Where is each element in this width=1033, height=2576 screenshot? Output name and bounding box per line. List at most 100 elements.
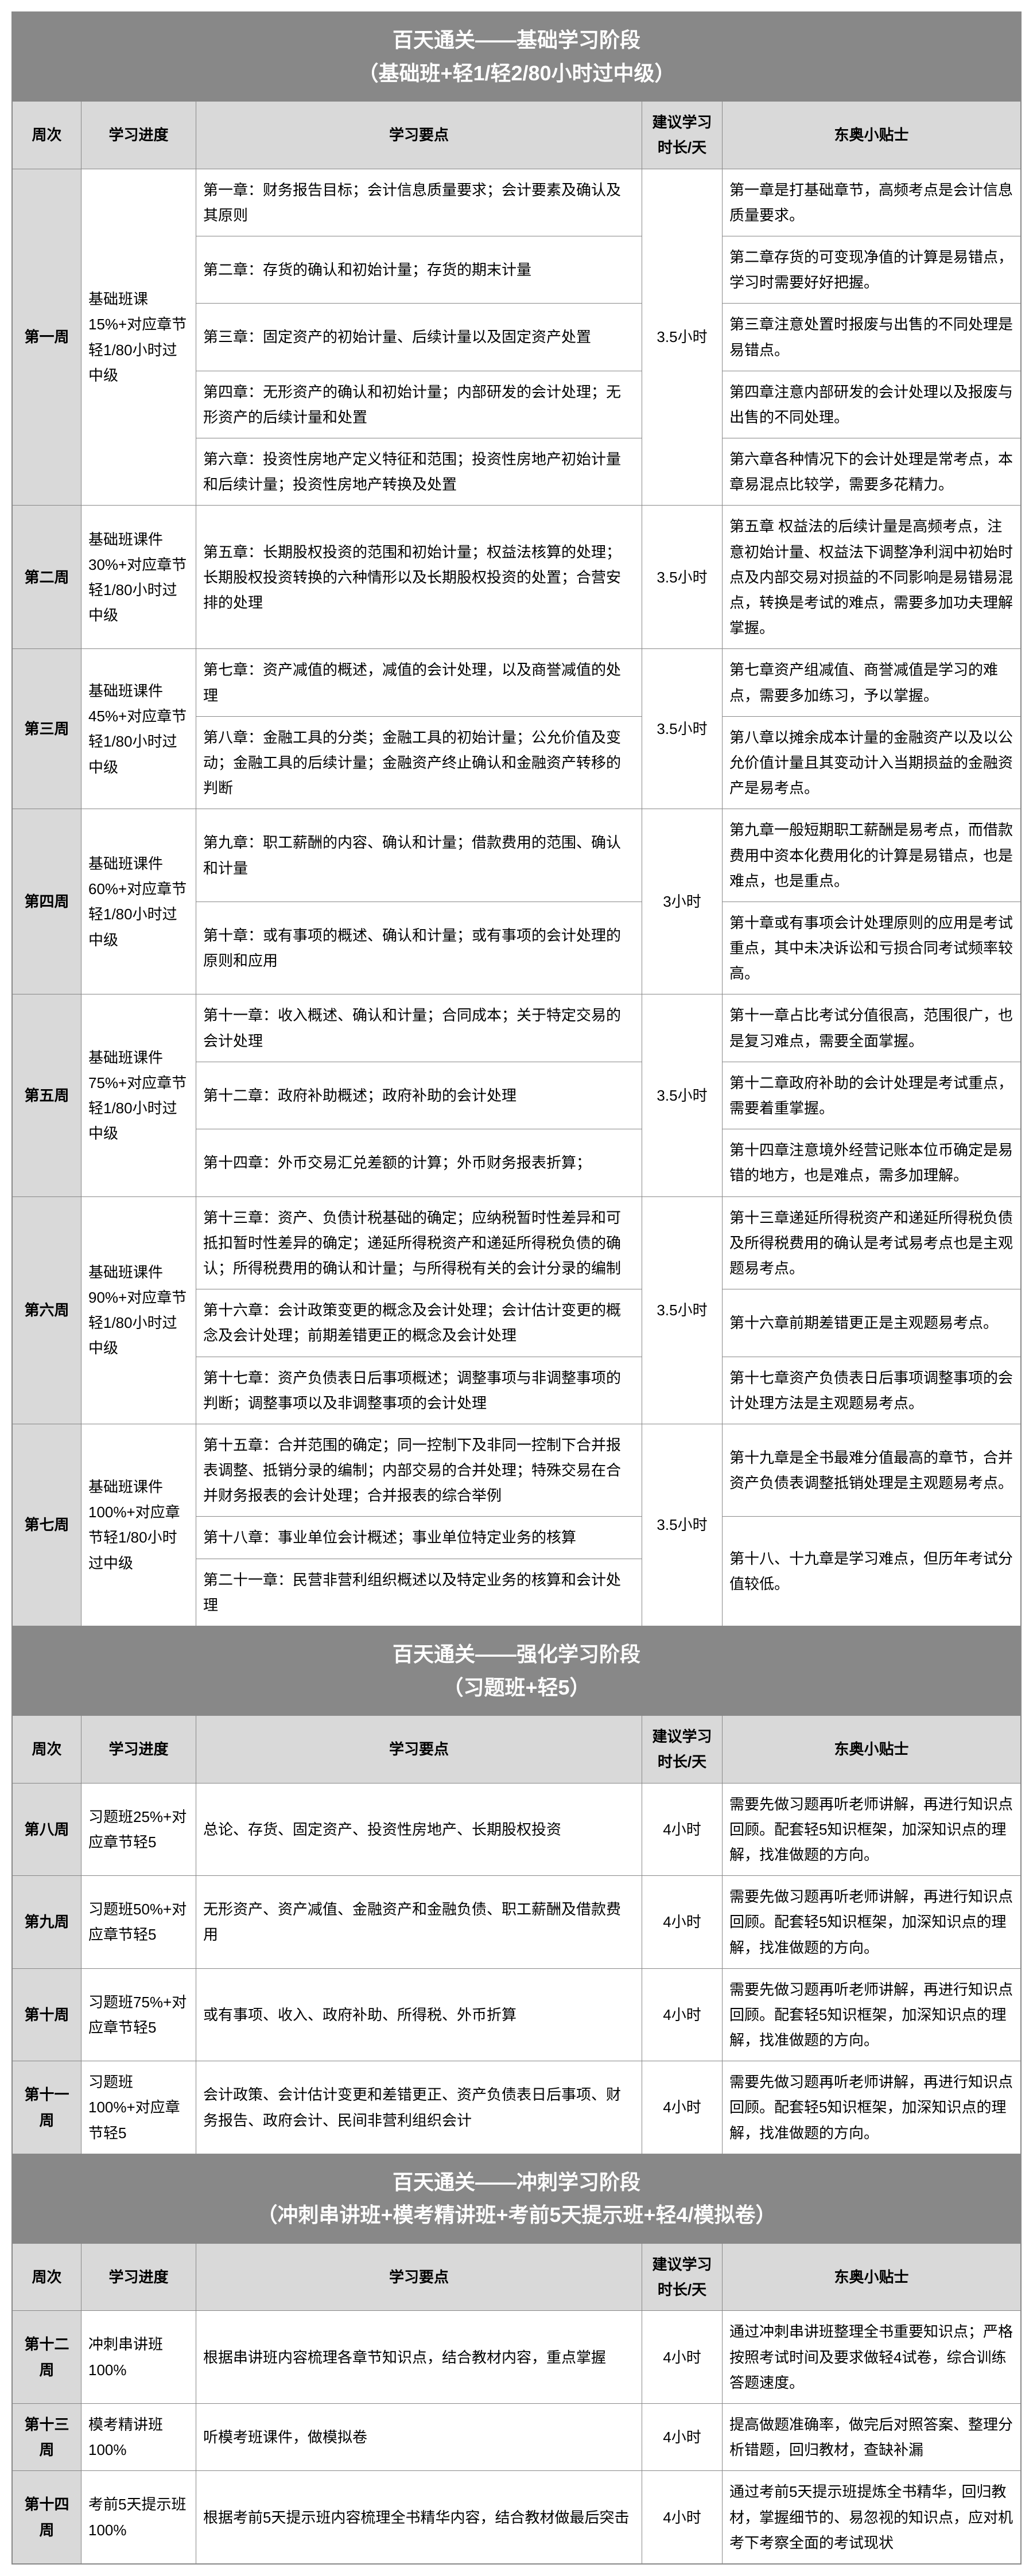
- progress-cell: 冲刺串讲班100%: [81, 2311, 196, 2404]
- section-title-line2: （冲刺串讲班+模考精讲班+考前5天提示班+轻4/模拟卷）: [18, 2198, 1015, 2232]
- hours-cell: 4小时: [642, 2311, 723, 2404]
- col-header-hours: 建议学习时长/天: [642, 102, 723, 169]
- progress-cell: 习题班100%+对应章节轻5: [81, 2061, 196, 2154]
- tips-cell: 第八章以摊余成本计量的金融资产以及以公允价值计量且其变动计入当期损益的金融资产是…: [723, 716, 1021, 809]
- col-header-week: 周次: [13, 2244, 81, 2311]
- col-header-progress: 学习进度: [81, 2244, 196, 2311]
- points-cell: 第十八章：事业单位会计概述；事业单位特定业务的核算: [196, 1517, 642, 1559]
- table-row: 第十周习题班75%+对应章节轻5或有事项、收入、政府补助、所得税、外币折算4小时…: [13, 1968, 1021, 2061]
- points-cell: 根据考前5天提示班内容梳理全书精华内容，结合教材做最后突击: [196, 2471, 642, 2564]
- points-cell: 第十一章：收入概述、确认和计量；合同成本；关于特定交易的会计处理: [196, 994, 642, 1062]
- table-row: 第二周基础班课件30%+对应章节轻1/80小时过中级第五章：长期股权投资的范围和…: [13, 506, 1021, 649]
- hours-cell: 4小时: [642, 2061, 723, 2154]
- hours-cell: 3.5小时: [642, 169, 723, 506]
- progress-cell: 基础班课件75%+对应章节轻1/80小时过中级: [81, 994, 196, 1196]
- col-header-tips: 东奥小贴士: [723, 1716, 1021, 1783]
- points-cell: 第七章：资产减值的概述，减值的会计处理，以及商誉减值的处理: [196, 649, 642, 716]
- table-row: 第十一周习题班100%+对应章节轻5会计政策、会计估计变更和差错更正、资产负债表…: [13, 2061, 1021, 2154]
- week-cell: 第十四周: [13, 2471, 81, 2564]
- table-row: 第十三周模考精讲班100%听模考班课件，做模拟卷4小时提高做题准确率，做完后对照…: [13, 2403, 1021, 2470]
- table-row: 第十四周考前5天提示班100%根据考前5天提示班内容梳理全书精华内容，结合教材做…: [13, 2471, 1021, 2564]
- hours-cell: 4小时: [642, 1968, 723, 2061]
- tips-cell: 提高做题准确率，做完后对照答案、整理分析错题，回归教材，查缺补漏: [723, 2403, 1021, 2470]
- points-cell: 第九章：职工薪酬的内容、确认和计量；借款费用的范围、确认和计量: [196, 809, 642, 902]
- progress-cell: 基础班课件60%+对应章节轻1/80小时过中级: [81, 809, 196, 994]
- tips-cell: 第六章各种情况下的会计处理是常考点，本章易混点比较学，需要多花精力。: [723, 438, 1021, 506]
- table-row: 第四周基础班课件60%+对应章节轻1/80小时过中级第九章：职工薪酬的内容、确认…: [13, 809, 1021, 902]
- progress-cell: 基础班课件90%+对应章节轻1/80小时过中级: [81, 1196, 196, 1424]
- hours-cell: 4小时: [642, 2471, 723, 2564]
- week-cell: 第六周: [13, 1196, 81, 1424]
- col-header-week: 周次: [13, 102, 81, 169]
- progress-cell: 基础班课15%+对应章节轻1/80小时过中级: [81, 169, 196, 506]
- tips-cell: 第十六章前期差错更正是主观题易考点。: [723, 1289, 1021, 1357]
- points-cell: 根据串讲班内容梳理各章节知识点，结合教材内容，重点掌握: [196, 2311, 642, 2404]
- col-header-progress: 学习进度: [81, 102, 196, 169]
- points-cell: 第六章：投资性房地产定义特征和范围；投资性房地产初始计量和后续计量；投资性房地产…: [196, 438, 642, 506]
- col-header-tips: 东奥小贴士: [723, 102, 1021, 169]
- points-cell: 无形资产、资产减值、金融资产和金融负债、职工薪酬及借款费用: [196, 1876, 642, 1969]
- hours-cell: 3.5小时: [642, 649, 723, 809]
- study-plan-container: 百天通关——基础学习阶段（基础班+轻1/轻2/80小时过中级）周次学习进度学习要…: [11, 11, 1022, 2565]
- week-cell: 第三周: [13, 649, 81, 809]
- points-cell: 第十七章：资产负债表日后事项概述；调整事项与非调整事项的判断；调整事项以及非调整…: [196, 1357, 642, 1424]
- section-header: 百天通关——基础学习阶段（基础班+轻1/轻2/80小时过中级）: [12, 12, 1021, 101]
- points-cell: 第十四章：外币交易汇兑差额的计算；外币财务报表折算；: [196, 1129, 642, 1196]
- week-cell: 第八周: [13, 1783, 81, 1876]
- points-cell: 第三章：固定资产的初始计量、后续计量以及固定资产处置: [196, 304, 642, 371]
- points-cell: 第五章：长期股权投资的范围和初始计量；权益法核算的处理；长期股权投资转换的六种情…: [196, 506, 642, 649]
- points-cell: 第二章：存货的确认和初始计量；存货的期末计量: [196, 236, 642, 303]
- week-cell: 第二周: [13, 506, 81, 649]
- hours-cell: 3.5小时: [642, 994, 723, 1196]
- tips-cell: 第四章注意内部研发的会计处理以及报废与出售的不同处理。: [723, 371, 1021, 438]
- schedule-table: 周次学习进度学习要点建议学习时长/天东奥小贴士第八周习题班25%+对应章节轻5总…: [12, 1715, 1021, 2154]
- progress-cell: 考前5天提示班100%: [81, 2471, 196, 2564]
- table-row: 第九周习题班50%+对应章节轻5无形资产、资产减值、金融资产和金融负债、职工薪酬…: [13, 1876, 1021, 1969]
- col-header-week: 周次: [13, 1716, 81, 1783]
- tips-cell: 第十章或有事项会计处理原则的应用是考试重点，其中未决诉讼和亏损合同考试频率较高。: [723, 902, 1021, 994]
- tips-cell: 第五章 权益法的后续计量是高频考点，注意初始计量、权益法下调整净利润中初始时点及…: [723, 506, 1021, 649]
- table-row: 第三周基础班课件45%+对应章节轻1/80小时过中级第七章：资产减值的概述，减值…: [13, 649, 1021, 716]
- week-cell: 第四周: [13, 809, 81, 994]
- progress-cell: 基础班课件100%+对应章节轻1/80小时过中级: [81, 1424, 196, 1626]
- tips-cell: 需要先做习题再听老师讲解，再进行知识点回顾。配套轻5知识框架，加深知识点的理解，…: [723, 1783, 1021, 1876]
- schedule-table: 周次学习进度学习要点建议学习时长/天东奥小贴士第十二周冲刺串讲班100%根据串讲…: [12, 2243, 1021, 2564]
- schedule-table: 周次学习进度学习要点建议学习时长/天东奥小贴士第一周基础班课15%+对应章节轻1…: [12, 101, 1021, 1626]
- points-cell: 第十章：或有事项的概述、确认和计量；或有事项的会计处理的原则和应用: [196, 902, 642, 994]
- tips-cell: 第二章存货的可变现净值的计算是易错点，学习时需要好好把握。: [723, 236, 1021, 303]
- points-cell: 听模考班课件，做模拟卷: [196, 2403, 642, 2470]
- col-header-points: 学习要点: [196, 1716, 642, 1783]
- progress-cell: 基础班课件45%+对应章节轻1/80小时过中级: [81, 649, 196, 809]
- tips-cell: 第九章一般短期职工薪酬是易考点，而借款费用中资本化费用化的计算是易错点，也是难点…: [723, 809, 1021, 902]
- col-header-tips: 东奥小贴士: [723, 2244, 1021, 2311]
- tips-cell: 第十四章注意境外经营记账本位币确定是易错的地方，也是难点，需多加理解。: [723, 1129, 1021, 1196]
- tips-cell: 通过考前5天提示班提炼全书精华，回归教材，掌握细节的、易忽视的知识点，应对机考下…: [723, 2471, 1021, 2564]
- col-header-points: 学习要点: [196, 2244, 642, 2311]
- points-cell: 第十二章：政府补助概述；政府补助的会计处理: [196, 1062, 642, 1129]
- col-header-progress: 学习进度: [81, 1716, 196, 1783]
- table-row: 第一周基础班课15%+对应章节轻1/80小时过中级第一章：财务报告目标；会计信息…: [13, 169, 1021, 236]
- tips-cell: 需要先做习题再听老师讲解，再进行知识点回顾。配套轻5知识框架，加深知识点的理解，…: [723, 2061, 1021, 2154]
- tips-cell: 第十二章政府补助的会计处理是考试重点，需要着重掌握。: [723, 1062, 1021, 1129]
- week-cell: 第五周: [13, 994, 81, 1196]
- section-title-line2: （习题班+轻5）: [18, 1671, 1015, 1704]
- hours-cell: 4小时: [642, 1783, 723, 1876]
- tips-cell: 需要先做习题再听老师讲解，再进行知识点回顾。配套轻5知识框架，加深知识点的理解，…: [723, 1968, 1021, 2061]
- hours-cell: 3.5小时: [642, 1424, 723, 1626]
- section-header: 百天通关——强化学习阶段（习题班+轻5）: [12, 1626, 1021, 1715]
- points-cell: 第一章：财务报告目标；会计信息质量要求；会计要素及确认及其原则: [196, 169, 642, 236]
- section-title-line1: 百天通关——强化学习阶段: [18, 1638, 1015, 1671]
- col-header-hours: 建议学习时长/天: [642, 2244, 723, 2311]
- tips-cell: 第三章注意处置时报废与出售的不同处理是易错点。: [723, 304, 1021, 371]
- points-cell: 第四章：无形资产的确认和初始计量；内部研发的会计处理；无形资产的后续计量和处置: [196, 371, 642, 438]
- hours-cell: 3小时: [642, 809, 723, 994]
- tips-cell: 需要先做习题再听老师讲解，再进行知识点回顾。配套轻5知识框架，加深知识点的理解，…: [723, 1876, 1021, 1969]
- tips-cell: 第十一章占比考试分值很高，范围很广，也是复习难点，需要全面掌握。: [723, 994, 1021, 1062]
- progress-cell: 模考精讲班100%: [81, 2403, 196, 2470]
- tips-cell: 第七章资产组减值、商誉减值是学习的难点，需要多加练习，予以掌握。: [723, 649, 1021, 716]
- section-title-line1: 百天通关——冲刺学习阶段: [18, 2166, 1015, 2199]
- table-row: 第六周基础班课件90%+对应章节轻1/80小时过中级第十三章：资产、负债计税基础…: [13, 1196, 1021, 1289]
- progress-cell: 习题班25%+对应章节轻5: [81, 1783, 196, 1876]
- week-cell: 第十三周: [13, 2403, 81, 2470]
- week-cell: 第九周: [13, 1876, 81, 1969]
